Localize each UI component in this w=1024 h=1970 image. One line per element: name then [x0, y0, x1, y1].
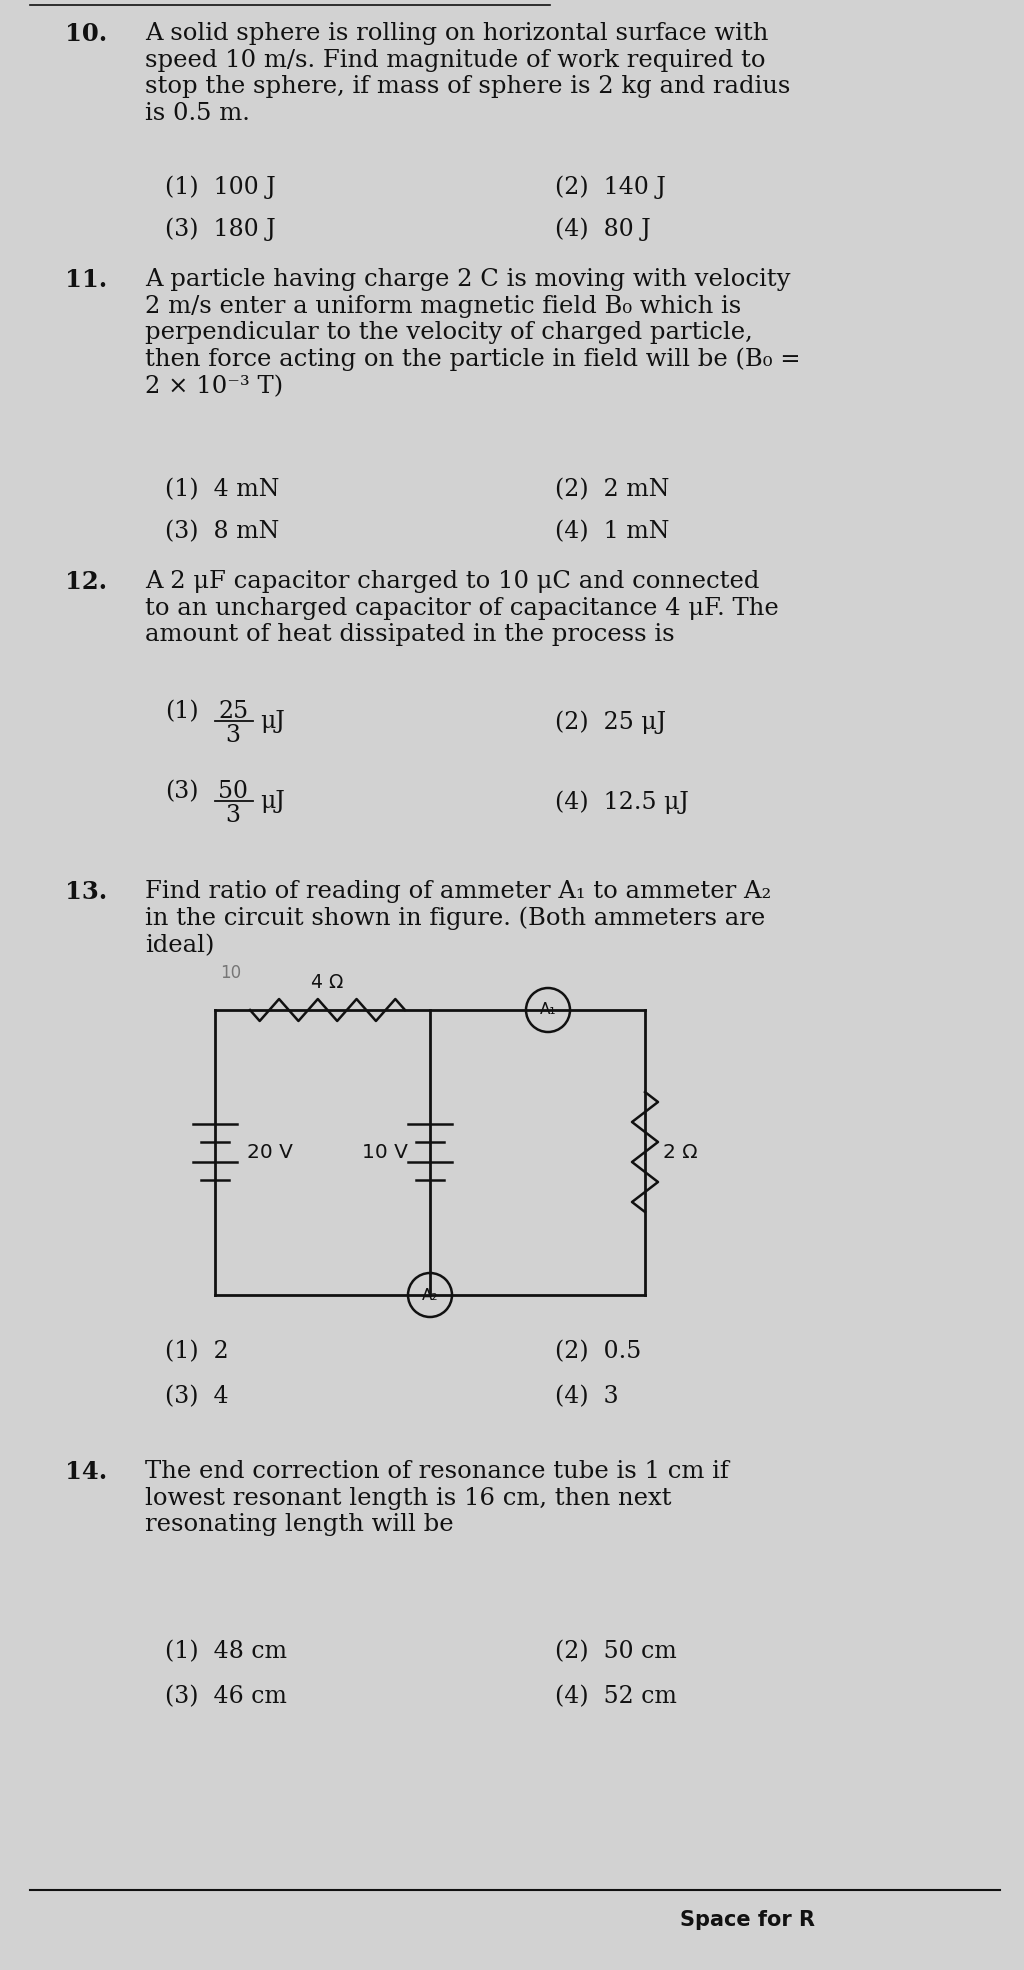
- Text: (3)  8 mN: (3) 8 mN: [165, 520, 280, 544]
- Text: The end correction of resonance tube is 1 cm if
lowest resonant length is 16 cm,: The end correction of resonance tube is …: [145, 1460, 729, 1537]
- Text: A solid sphere is rolling on horizontal surface with
speed 10 m/s. Find magnitud: A solid sphere is rolling on horizontal …: [145, 22, 791, 124]
- Text: (4)  52 cm: (4) 52 cm: [555, 1684, 677, 1708]
- Text: (4)  12.5 μJ: (4) 12.5 μJ: [555, 790, 689, 814]
- Text: (4)  3: (4) 3: [555, 1385, 618, 1409]
- Text: 12.: 12.: [65, 569, 108, 595]
- Text: 3: 3: [225, 804, 241, 827]
- Text: 25: 25: [218, 699, 248, 723]
- Text: (4)  1 mN: (4) 1 mN: [555, 520, 670, 544]
- Text: 13.: 13.: [65, 881, 108, 904]
- Text: (2)  2 mN: (2) 2 mN: [555, 479, 670, 500]
- Text: (1)  2: (1) 2: [165, 1340, 228, 1363]
- Text: (1): (1): [165, 699, 199, 723]
- Text: A₂: A₂: [422, 1288, 438, 1302]
- Text: A particle having charge 2 C is moving with velocity
2 m/s enter a uniform magne: A particle having charge 2 C is moving w…: [145, 268, 801, 398]
- Text: A 2 μF capacitor charged to 10 μC and connected
to an uncharged capacitor of cap: A 2 μF capacitor charged to 10 μC and co…: [145, 569, 778, 646]
- Text: Space for R: Space for R: [680, 1911, 815, 1931]
- Text: 20 V: 20 V: [247, 1143, 293, 1162]
- Text: Find ratio of reading of ammeter A₁ to ammeter A₂
in the circuit shown in figure: Find ratio of reading of ammeter A₁ to a…: [145, 881, 771, 957]
- Text: (2)  25 μJ: (2) 25 μJ: [555, 709, 667, 733]
- Text: 10.: 10.: [65, 22, 108, 45]
- Text: 14.: 14.: [65, 1460, 108, 1483]
- Text: 50: 50: [218, 780, 248, 804]
- Text: (3)  180 J: (3) 180 J: [165, 217, 275, 240]
- Text: (2)  140 J: (2) 140 J: [555, 175, 666, 199]
- Text: (3)  4: (3) 4: [165, 1385, 228, 1409]
- Text: (1)  4 mN: (1) 4 mN: [165, 479, 280, 500]
- Text: (2)  50 cm: (2) 50 cm: [555, 1639, 677, 1663]
- Text: 11.: 11.: [65, 268, 108, 292]
- Text: 2 Ω: 2 Ω: [663, 1143, 697, 1162]
- Text: 4 Ω: 4 Ω: [311, 973, 344, 993]
- Text: A₁: A₁: [540, 1003, 556, 1017]
- Text: 10 V: 10 V: [362, 1143, 408, 1162]
- Text: 3: 3: [225, 725, 241, 747]
- Text: (4)  80 J: (4) 80 J: [555, 217, 650, 240]
- Text: (1)  48 cm: (1) 48 cm: [165, 1639, 287, 1663]
- Text: (2)  0.5: (2) 0.5: [555, 1340, 641, 1363]
- Text: μJ: μJ: [260, 709, 285, 733]
- Text: μJ: μJ: [260, 790, 285, 814]
- Text: (3)  46 cm: (3) 46 cm: [165, 1684, 287, 1708]
- Text: (1)  100 J: (1) 100 J: [165, 175, 275, 199]
- Text: 10: 10: [220, 963, 241, 981]
- Text: (3): (3): [165, 780, 199, 804]
